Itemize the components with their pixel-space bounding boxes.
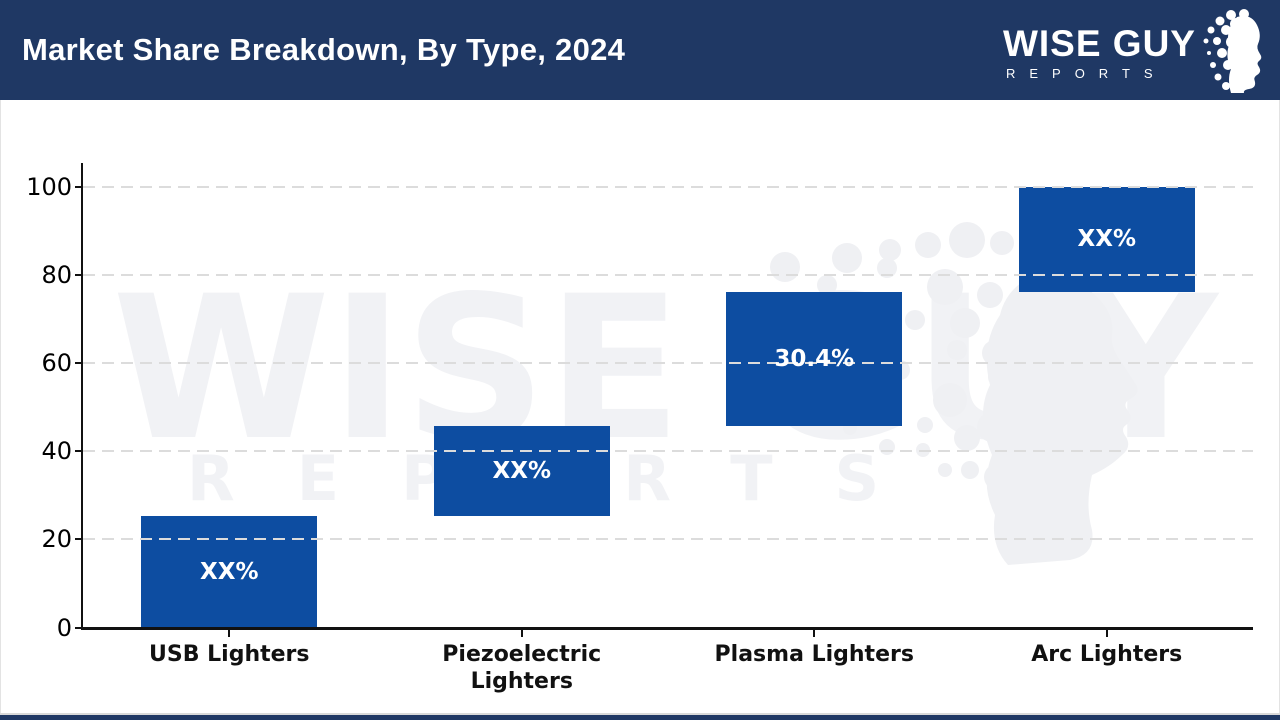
footer-bar <box>0 715 1280 720</box>
y-gridline-40 <box>83 450 1253 453</box>
y-tick-label-60: 60 <box>41 348 72 377</box>
x-category-label-line: Lighters <box>470 668 573 694</box>
bar-value-label-usb-lighters: XX% <box>199 558 259 585</box>
logo-subtext: REPORTS <box>1005 66 1167 81</box>
chart-plot-area: 0 20 40 60 80 100 XX% USB Lighters XX% Piezoelect… <box>0 100 1280 714</box>
header-bar: Market Share Breakdown, By Type, 2024 WI… <box>0 0 1280 100</box>
bar-usb-lighters <box>141 515 318 628</box>
bar-value-label-piezoelectric-lighters: XX% <box>492 458 552 485</box>
y-tick-label-20: 20 <box>41 525 72 554</box>
y-gridline-80 <box>83 273 1253 276</box>
y-tick-label-100: 100 <box>26 172 72 201</box>
y-tick-mark-40 <box>75 450 83 453</box>
y-tick-mark-80 <box>75 273 83 276</box>
x-category-label-line: Piezoelectric <box>442 641 602 667</box>
x-tick-mark-piezoelectric-lighters <box>520 629 523 637</box>
logo-face-icon <box>1203 9 1262 93</box>
y-tick-label-40: 40 <box>41 437 72 466</box>
y-axis-line <box>81 163 83 630</box>
x-category-label-arc-lighters: Arc Lighters <box>957 641 1257 668</box>
left-edge-line <box>0 100 1 716</box>
logo-wordmark: WISE GUY REPORTS <box>1002 23 1196 82</box>
x-category-label-plasma-lighters: Plasma Lighters <box>664 641 964 668</box>
y-gridline-60 <box>83 361 1253 364</box>
bar-value-label-arc-lighters: XX% <box>1077 226 1137 253</box>
y-tick-mark-100 <box>75 185 83 188</box>
x-tick-mark-usb-lighters <box>228 629 231 637</box>
x-category-label-usb-lighters: USB Lighters <box>79 641 379 668</box>
bar-value-label-plasma-lighters: 30.4% <box>774 346 855 373</box>
y-gridline-100 <box>83 185 1253 188</box>
y-tick-label-0: 0 <box>56 613 72 642</box>
x-tick-mark-arc-lighters <box>1105 629 1108 637</box>
brand-logo: WISE GUY REPORTS <box>1003 9 1266 93</box>
y-gridline-20 <box>83 538 1253 541</box>
y-tick-mark-20 <box>75 538 83 541</box>
page-title: Market Share Breakdown, By Type, 2024 <box>22 32 626 67</box>
watermark-face-pattern <box>770 222 1138 565</box>
x-tick-mark-plasma-lighters <box>813 629 816 637</box>
bar-piezoelectric-lighters <box>433 426 610 516</box>
x-category-label-piezoelectric-lighters: Piezoelectric Lighters <box>372 641 672 695</box>
x-category-label-line: Plasma Lighters <box>714 641 914 667</box>
footer-rule <box>0 713 1280 715</box>
y-tick-mark-60 <box>75 361 83 364</box>
logo-wordmark-text: WISE GUY <box>1002 23 1196 64</box>
bar-plasma-lighters <box>726 292 903 427</box>
x-axis-line <box>81 626 1253 630</box>
y-tick-mark-0 <box>75 626 83 629</box>
x-category-label-line: USB Lighters <box>149 641 310 667</box>
x-category-label-line: Arc Lighters <box>1031 641 1183 667</box>
y-tick-label-80: 80 <box>41 260 72 289</box>
